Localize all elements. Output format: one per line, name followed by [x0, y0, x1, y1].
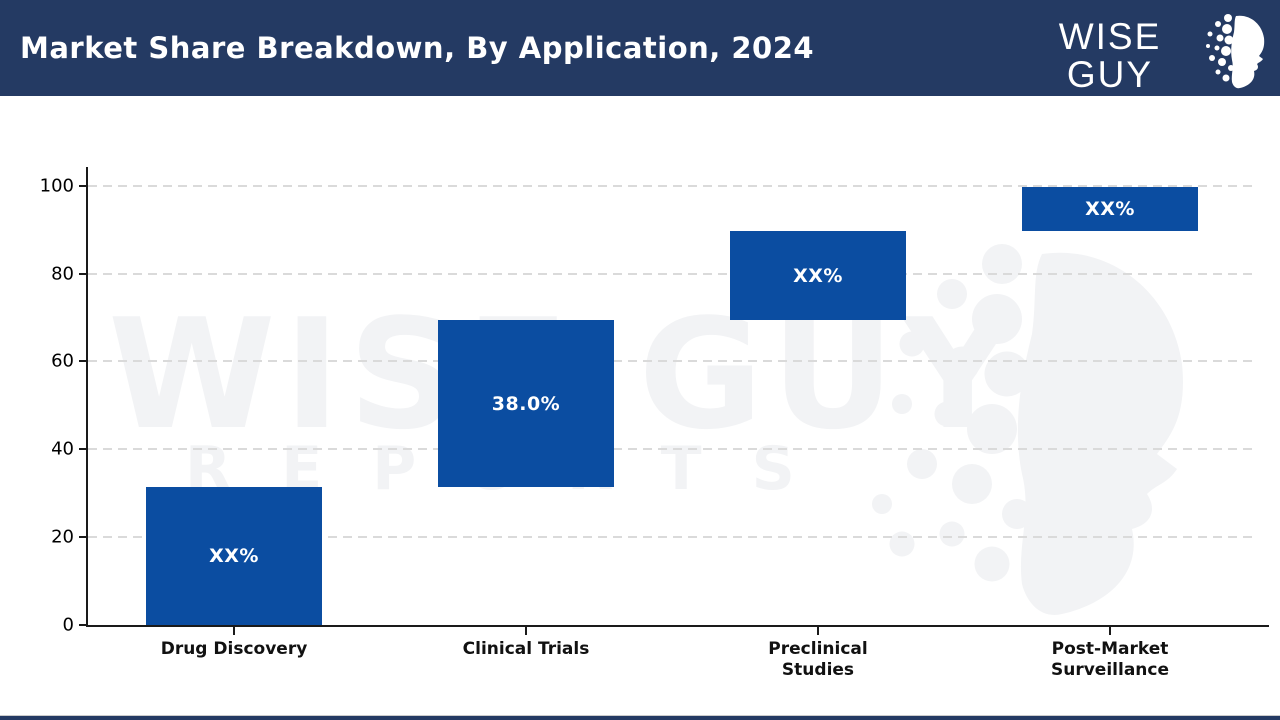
y-tick-label: 80: [51, 263, 74, 285]
watermark-head-profile-icon: [872, 244, 1183, 615]
y-axis-spine: [86, 167, 88, 627]
y-tick-label: 100: [39, 175, 74, 197]
x-tick-mark: [233, 627, 235, 635]
y-tick-label: 60: [51, 350, 74, 372]
x-category-label: Clinical Trials: [462, 639, 590, 659]
bar-value-label: 38.0%: [491, 392, 561, 415]
x-tick-mark: [1109, 627, 1111, 635]
x-category-label: Post-Market Surveillance: [1050, 639, 1170, 680]
y-tick-mark: [79, 536, 88, 539]
bottom-border-line: [0, 715, 1280, 716]
x-axis-spine: [86, 625, 1269, 627]
y-tick-label: 20: [51, 526, 74, 548]
y-tick-mark: [79, 448, 88, 451]
bottom-accent-bar: [0, 716, 1280, 720]
bar-post-market-surveillance: XX%: [1022, 186, 1198, 232]
wiseguy-logo: WISE GUY REPORTS: [1016, 8, 1266, 111]
head-profile-icon: [1206, 14, 1265, 89]
bar-drug-discovery: XX%: [146, 487, 322, 625]
y-tick-mark: [79, 360, 88, 363]
logo-line2: REPORTS: [1043, 96, 1183, 111]
gridline-y-40: [88, 448, 1256, 451]
bar-value-label: XX%: [1085, 198, 1135, 221]
x-tick-mark: [525, 627, 527, 635]
x-tick-mark: [817, 627, 819, 635]
bar-value-label: XX%: [793, 264, 843, 287]
gridline-y-100: [88, 184, 1256, 187]
x-category-label: Drug Discovery: [160, 639, 308, 659]
x-category-label: Preclinical Studies: [768, 639, 868, 680]
bar-value-label: XX%: [209, 545, 259, 568]
header-bar: Market Share Breakdown, By Application, …: [0, 0, 1280, 111]
bar-preclinical-studies: XX%: [730, 231, 906, 321]
y-tick-label: 0: [62, 614, 74, 636]
gridline-y-20: [88, 536, 1256, 539]
y-tick-label: 40: [51, 438, 74, 460]
wiseguy-logo-wordmark: WISE GUY REPORTS: [1016, 18, 1204, 112]
y-tick-mark: [79, 272, 88, 275]
y-tick-mark: [79, 184, 88, 187]
gridline-y-60: [88, 360, 1256, 363]
plot-area: 0 20 40 60 80 100 XX% 38.0% XX% XX%: [40, 170, 1256, 636]
y-tick-mark: [79, 624, 88, 626]
bar-clinical-trials: 38.0%: [438, 320, 614, 488]
logo-line1: WISE GUY: [1058, 16, 1162, 95]
gridline-y-80: [88, 272, 1256, 275]
page-title: Market Share Breakdown, By Application, …: [20, 31, 815, 65]
